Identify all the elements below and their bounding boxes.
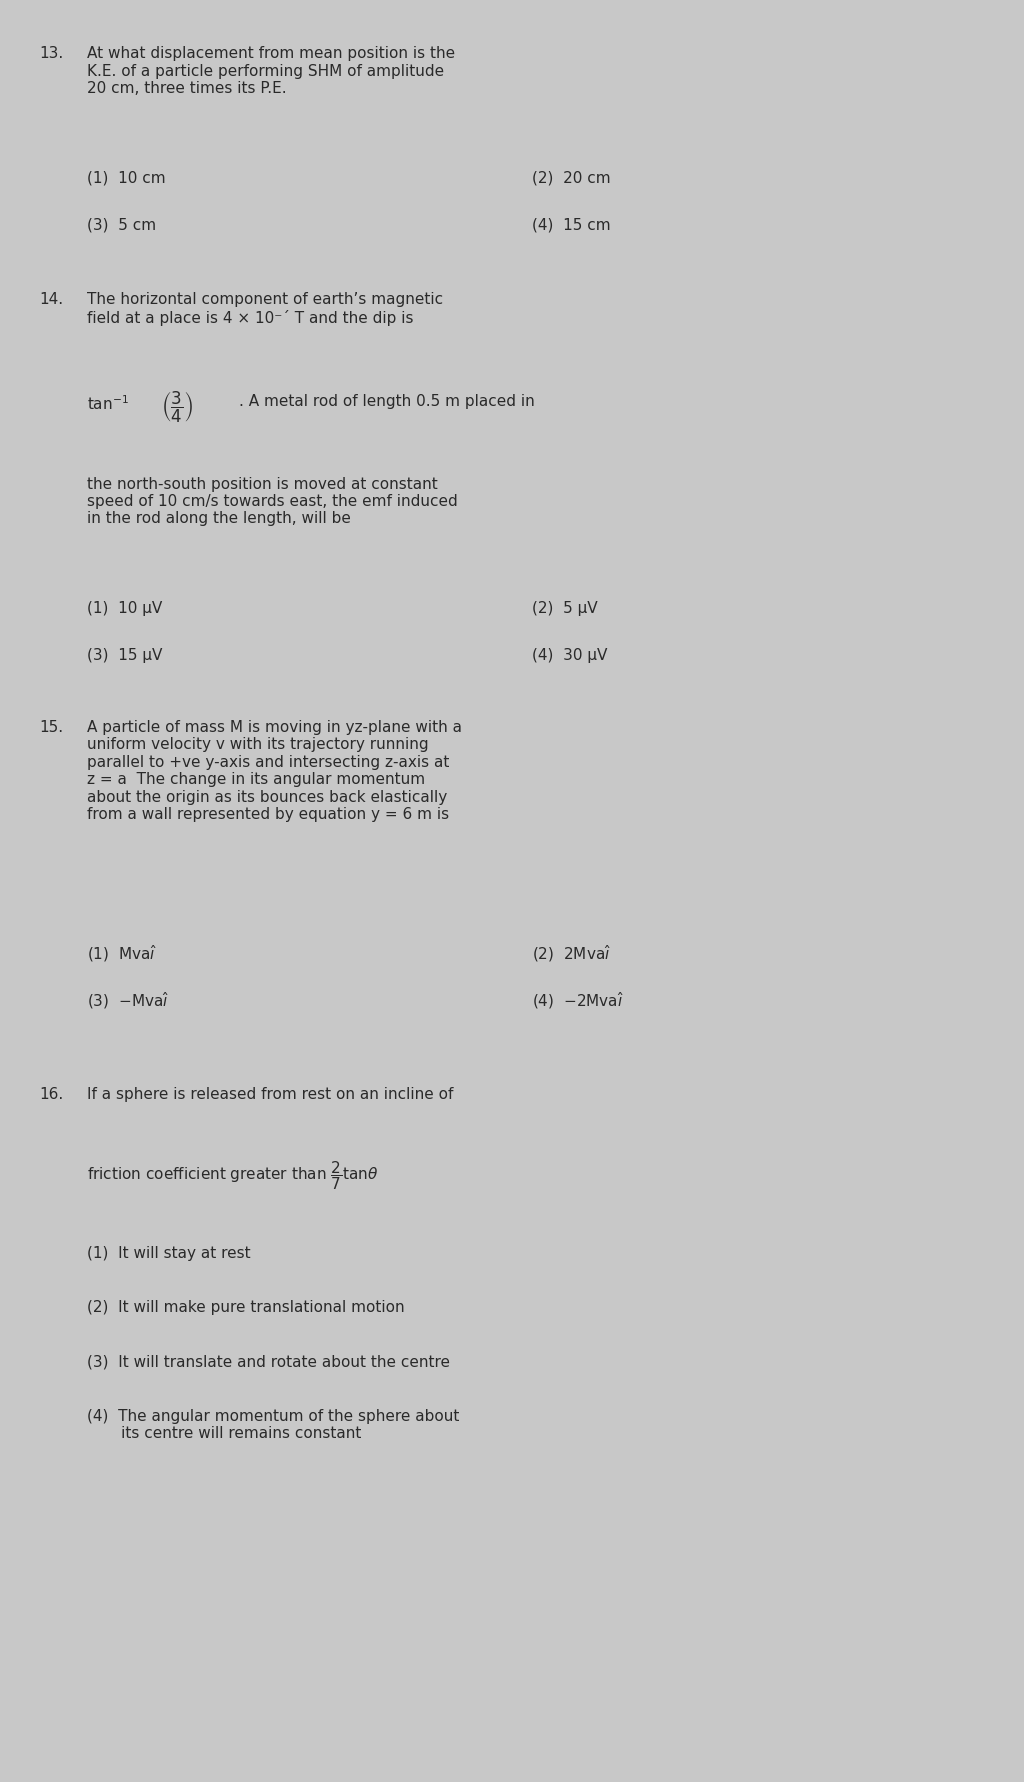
Text: 16.: 16. [39,1087,63,1101]
Text: (3)  $-$Mva$\hat{\imath}$: (3) $-$Mva$\hat{\imath}$ [87,991,169,1010]
Text: friction coefficient greater than $\dfrac{2}{7}$tan$\theta$: friction coefficient greater than $\dfra… [87,1158,378,1192]
Text: (1)  It will stay at rest: (1) It will stay at rest [87,1246,251,1260]
Text: (3)  5 cm: (3) 5 cm [87,217,157,232]
Text: $\left(\dfrac{3}{4}\right)$: $\left(\dfrac{3}{4}\right)$ [161,390,193,426]
Text: (1)  10 μV: (1) 10 μV [87,601,162,615]
Text: (1)  Mva$\hat{\imath}$: (1) Mva$\hat{\imath}$ [87,943,157,964]
Text: 13.: 13. [39,46,63,61]
Text: (2)  It will make pure translational motion: (2) It will make pure translational moti… [87,1301,404,1315]
Text: (4)  $-2$Mva$\hat{\imath}$: (4) $-2$Mva$\hat{\imath}$ [532,991,625,1010]
Text: (3)  15 μV: (3) 15 μV [87,647,163,663]
Text: (4)  The angular momentum of the sphere about
       its centre will remains con: (4) The angular momentum of the sphere a… [87,1408,460,1442]
Text: (2)  5 μV: (2) 5 μV [532,601,598,615]
Text: 15.: 15. [39,720,63,734]
Text: (2)  2Mva$\hat{\imath}$: (2) 2Mva$\hat{\imath}$ [532,943,611,964]
Text: (1)  10 cm: (1) 10 cm [87,169,166,185]
Text: The horizontal component of earth’s magnetic
field at a place is 4 × 10⁻´ T and : The horizontal component of earth’s magn… [87,292,443,326]
Text: tan$^{-1}$: tan$^{-1}$ [87,394,129,412]
Text: . A metal rod of length 0.5 m placed in: . A metal rod of length 0.5 m placed in [239,394,535,408]
Text: At what displacement from mean position is the
K.E. of a particle performing SHM: At what displacement from mean position … [87,46,455,96]
Text: A particle of mass M is moving in yz-plane with a
uniform velocity v with its tr: A particle of mass M is moving in yz-pla… [87,720,462,822]
Text: (3)  It will translate and rotate about the centre: (3) It will translate and rotate about t… [87,1354,450,1369]
Text: the north-south position is moved at constant
speed of 10 cm/s towards east, the: the north-south position is moved at con… [87,478,458,526]
Text: (4)  30 μV: (4) 30 μV [532,647,608,663]
Text: (2)  20 cm: (2) 20 cm [532,169,611,185]
Text: 14.: 14. [39,292,63,307]
Text: If a sphere is released from rest on an incline of: If a sphere is released from rest on an … [87,1087,454,1101]
Text: (4)  15 cm: (4) 15 cm [532,217,611,232]
